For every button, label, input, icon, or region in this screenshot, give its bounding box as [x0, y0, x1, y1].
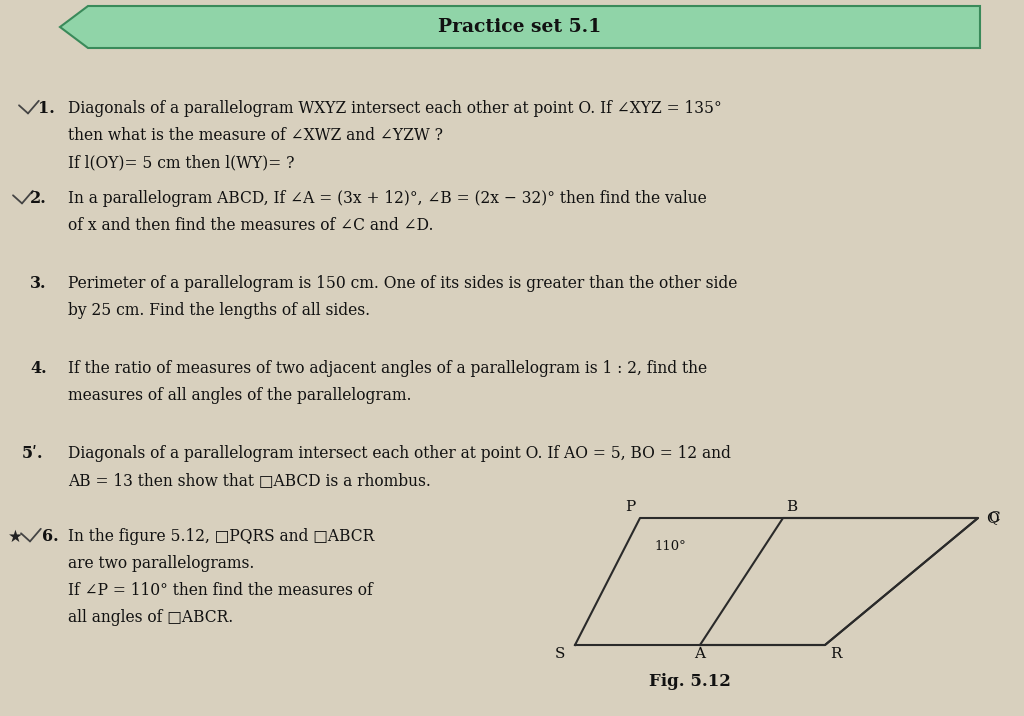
- Text: Fig. 5.12: Fig. 5.12: [649, 673, 731, 690]
- Text: If the ratio of measures of two adjacent angles of a parallelogram is 1 : 2, fin: If the ratio of measures of two adjacent…: [68, 360, 708, 377]
- Text: A: A: [694, 647, 706, 661]
- Text: R: R: [830, 647, 842, 661]
- Text: P: P: [625, 500, 635, 514]
- Text: 6.: 6.: [42, 528, 58, 545]
- Text: 3.: 3.: [30, 275, 46, 292]
- Text: Perimeter of a parallelogram is 150 cm. One of its sides is greater than the oth: Perimeter of a parallelogram is 150 cm. …: [68, 275, 737, 292]
- Text: If ∠P = 110° then find the measures of: If ∠P = 110° then find the measures of: [68, 582, 373, 599]
- Text: ★: ★: [8, 528, 23, 546]
- Text: by 25 cm. Find the lengths of all sides.: by 25 cm. Find the lengths of all sides.: [68, 302, 370, 319]
- Text: all angles of □ABCR.: all angles of □ABCR.: [68, 609, 233, 626]
- Text: If l(OY)= 5 cm then l(WY)= ?: If l(OY)= 5 cm then l(WY)= ?: [68, 154, 295, 171]
- Text: 1.: 1.: [38, 100, 54, 117]
- Text: In a parallelogram ABCD, If ∠A = (3x + 12)°, ∠B = (2x − 32)° then find the value: In a parallelogram ABCD, If ∠A = (3x + 1…: [68, 190, 707, 207]
- Polygon shape: [60, 6, 980, 48]
- Text: S: S: [555, 647, 565, 661]
- Text: B: B: [786, 500, 797, 514]
- Text: Diagonals of a parallelogram intersect each other at point O. If AO = 5, BO = 12: Diagonals of a parallelogram intersect e…: [68, 445, 731, 462]
- Text: are two parallelograms.: are two parallelograms.: [68, 555, 254, 572]
- Text: 5ʹ.: 5ʹ.: [22, 445, 43, 462]
- Text: measures of all angles of the parallelogram.: measures of all angles of the parallelog…: [68, 387, 412, 404]
- Text: then what is the measure of ∠XWZ and ∠YZW ?: then what is the measure of ∠XWZ and ∠YZ…: [68, 127, 443, 144]
- Text: Q: Q: [986, 511, 998, 525]
- Text: Diagonals of a parallelogram WXYZ intersect each other at point O. If ∠XYZ = 135: Diagonals of a parallelogram WXYZ inters…: [68, 100, 722, 117]
- Text: In the figure 5.12, □PQRS and □ABCR: In the figure 5.12, □PQRS and □ABCR: [68, 528, 374, 545]
- Text: 110°: 110°: [654, 540, 686, 553]
- Text: of x and then find the measures of ∠C and ∠D.: of x and then find the measures of ∠C an…: [68, 217, 433, 234]
- Text: Practice set 5.1: Practice set 5.1: [438, 18, 602, 36]
- Text: AB = 13 then show that □ABCD is a rhombus.: AB = 13 then show that □ABCD is a rhombu…: [68, 472, 431, 489]
- Text: 2.: 2.: [30, 190, 47, 207]
- Text: 4.: 4.: [30, 360, 47, 377]
- Text: C: C: [988, 511, 999, 525]
